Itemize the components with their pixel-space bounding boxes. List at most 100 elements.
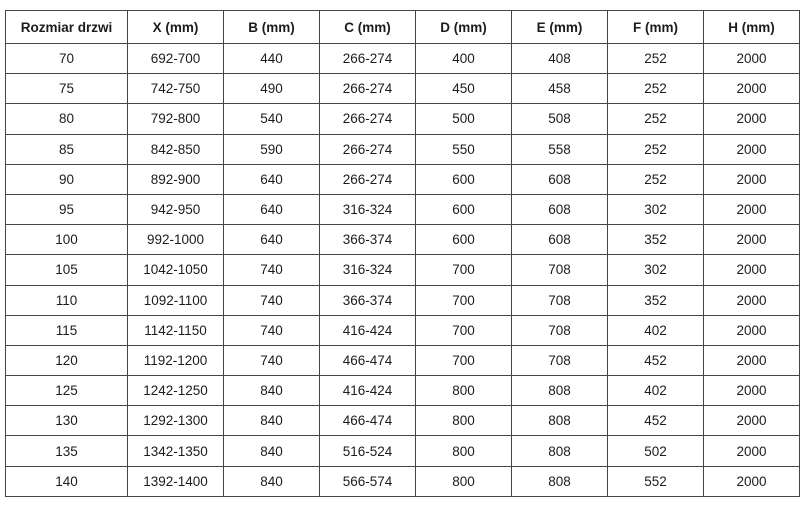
table-cell: 992-1000 — [127, 224, 224, 256]
table-cell: 352 — [607, 224, 704, 256]
table-cell: 700 — [415, 344, 512, 377]
table-cell: 842-850 — [127, 133, 224, 165]
table-cell: 700 — [415, 254, 512, 286]
table-cell: 440 — [223, 42, 320, 75]
table-cell: 266-274 — [319, 163, 416, 195]
table-cell: 640 — [223, 193, 320, 226]
table-cell: 640 — [223, 224, 320, 256]
table-cell: 252 — [607, 42, 704, 75]
table-cell: 2000 — [703, 284, 800, 316]
table-body: 70 692-700 440 266-274 400 408 252 2000 75 742-75… — [5, 42, 800, 498]
table-cell: 2000 — [703, 73, 800, 105]
table-row: 90 892-900 640 266-274 600 608 252 2000 — [5, 163, 800, 195]
table-row: 80 792-800 540 266-274 500 508 252 2000 — [5, 103, 800, 135]
table-cell: 400 — [415, 42, 512, 75]
table-cell: 105 — [5, 254, 128, 286]
table-cell: 740 — [223, 314, 320, 346]
table-cell: 500 — [415, 103, 512, 135]
table-cell: 80 — [5, 103, 128, 135]
table-row: 95 942-950 640 316-324 600 608 302 2000 — [5, 193, 800, 226]
column-header-rozmiar-drzwi: Rozmiar drzwi — [5, 10, 128, 44]
table-cell: 452 — [607, 405, 704, 437]
table-cell: 2000 — [703, 465, 800, 498]
column-header-h: H (mm) — [703, 10, 800, 44]
table-cell: 800 — [415, 405, 512, 437]
table-cell: 316-324 — [319, 193, 416, 226]
table-cell: 600 — [415, 224, 512, 256]
table-cell: 540 — [223, 103, 320, 135]
table-cell: 75 — [5, 73, 128, 105]
table-cell: 366-374 — [319, 224, 416, 256]
table-row: 115 1142-1150 740 416-424 700 708 402 2000 — [5, 314, 800, 346]
table-cell: 2000 — [703, 254, 800, 286]
table-cell: 466-474 — [319, 405, 416, 437]
table-cell: 266-274 — [319, 133, 416, 165]
table-cell: 608 — [511, 163, 608, 195]
table-cell: 2000 — [703, 375, 800, 407]
table-cell: 502 — [607, 435, 704, 467]
table-cell: 95 — [5, 193, 128, 226]
table-row: 130 1292-1300 840 466-474 800 808 452 2000 — [5, 405, 800, 437]
table-cell: 125 — [5, 375, 128, 407]
table-cell: 2000 — [703, 103, 800, 135]
table-cell: 490 — [223, 73, 320, 105]
table-cell: 402 — [607, 375, 704, 407]
door-sizing-table: Rozmiar drzwi X (mm) B (mm) C (mm) D (mm) E (… — [5, 10, 800, 498]
table-header: Rozmiar drzwi X (mm) B (mm) C (mm) D (mm) E (… — [5, 10, 800, 44]
table-cell: 800 — [415, 375, 512, 407]
table-row: 120 1192-1200 740 466-474 700 708 452 2000 — [5, 344, 800, 377]
table-cell: 566-574 — [319, 465, 416, 498]
table-row: 125 1242-1250 840 416-424 800 808 402 2000 — [5, 375, 800, 407]
table-cell: 2000 — [703, 435, 800, 467]
table-cell: 252 — [607, 163, 704, 195]
table-cell: 1242-1250 — [127, 375, 224, 407]
table-cell: 552 — [607, 465, 704, 498]
table-cell: 740 — [223, 344, 320, 377]
table-row: 85 842-850 590 266-274 550 558 252 2000 — [5, 133, 800, 165]
table-cell: 508 — [511, 103, 608, 135]
table-cell: 458 — [511, 73, 608, 105]
table-cell: 452 — [607, 344, 704, 377]
column-header-b: B (mm) — [223, 10, 320, 44]
column-header-d: D (mm) — [415, 10, 512, 44]
table-cell: 1292-1300 — [127, 405, 224, 437]
table-cell: 70 — [5, 42, 128, 75]
table-cell: 840 — [223, 405, 320, 437]
table-cell: 402 — [607, 314, 704, 346]
table-cell: 840 — [223, 375, 320, 407]
table-row: 100 992-1000 640 366-374 600 608 352 2000 — [5, 224, 800, 256]
table-cell: 2000 — [703, 42, 800, 75]
table-cell: 840 — [223, 435, 320, 467]
table-cell: 252 — [607, 133, 704, 165]
table-cell: 608 — [511, 224, 608, 256]
table-cell: 2000 — [703, 314, 800, 346]
table-cell: 708 — [511, 254, 608, 286]
table-cell: 892-900 — [127, 163, 224, 195]
table-cell: 120 — [5, 344, 128, 377]
table-cell: 85 — [5, 133, 128, 165]
table-cell: 140 — [5, 465, 128, 498]
table-cell: 708 — [511, 284, 608, 316]
table-cell: 1342-1350 — [127, 435, 224, 467]
table-cell: 800 — [415, 435, 512, 467]
table-cell: 742-750 — [127, 73, 224, 105]
table-cell: 302 — [607, 254, 704, 286]
column-header-f: F (mm) — [607, 10, 704, 44]
table-cell: 708 — [511, 314, 608, 346]
table-cell: 135 — [5, 435, 128, 467]
table-cell: 352 — [607, 284, 704, 316]
table-cell: 90 — [5, 163, 128, 195]
table-cell: 640 — [223, 163, 320, 195]
table-cell: 1142-1150 — [127, 314, 224, 346]
table-cell: 416-424 — [319, 314, 416, 346]
table-cell: 2000 — [703, 133, 800, 165]
table-cell: 1042-1050 — [127, 254, 224, 286]
table-cell: 130 — [5, 405, 128, 437]
table-row: 135 1342-1350 840 516-524 800 808 502 2000 — [5, 435, 800, 467]
column-header-c: C (mm) — [319, 10, 416, 44]
table-cell: 2000 — [703, 224, 800, 256]
table-cell: 2000 — [703, 405, 800, 437]
table-cell: 600 — [415, 193, 512, 226]
table-row: 140 1392-1400 840 566-574 800 808 552 2000 — [5, 465, 800, 498]
